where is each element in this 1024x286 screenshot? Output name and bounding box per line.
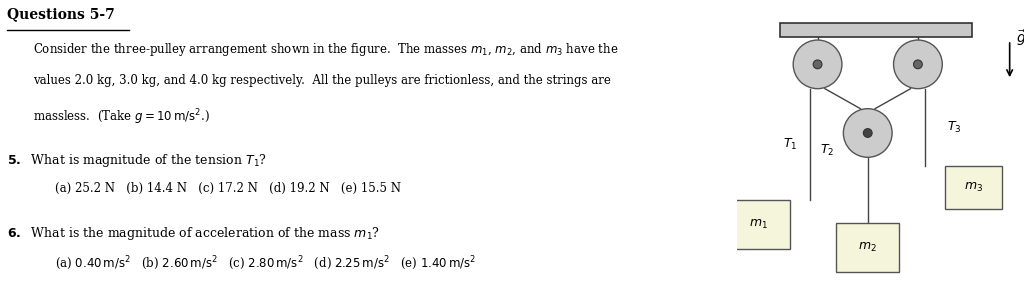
- Text: $T_3$: $T_3$: [946, 120, 962, 135]
- Circle shape: [863, 129, 872, 137]
- Bar: [837, 223, 899, 272]
- Text: $\mathbf{6.}$  What is the magnitude of acceleration of the mass $m_1$?: $\mathbf{6.}$ What is the magnitude of a…: [7, 225, 381, 241]
- Circle shape: [894, 40, 942, 89]
- Text: Questions 5-7: Questions 5-7: [7, 7, 115, 21]
- Text: $m_3$: $m_3$: [965, 181, 983, 194]
- Bar: [780, 23, 973, 37]
- Bar: [945, 166, 1002, 209]
- Text: Consider the three-pulley arrangement shown in the figure.  The masses $m_1$, $m: Consider the three-pulley arrangement sh…: [33, 41, 618, 58]
- Text: massless.  (Take $g = 10\,\mathrm{m/s^2}$.): massless. (Take $g = 10\,\mathrm{m/s^2}$…: [33, 107, 210, 127]
- Circle shape: [794, 40, 842, 89]
- Circle shape: [913, 60, 923, 69]
- Text: (a) $0.40\,\mathrm{m/s^2}$   (b) $2.60\,\mathrm{m/s^2}$   (c) $2.80\,\mathrm{m/s: (a) $0.40\,\mathrm{m/s^2}$ (b) $2.60\,\m…: [55, 255, 476, 272]
- Circle shape: [844, 109, 892, 157]
- Text: $T_1$: $T_1$: [783, 137, 798, 152]
- Bar: [727, 200, 791, 249]
- Text: values 2.0 kg, 3.0 kg, and 4.0 kg respectively.  All the pulleys are frictionles: values 2.0 kg, 3.0 kg, and 4.0 kg respec…: [33, 74, 611, 87]
- Text: $\mathbf{5.}$  What is magnitude of the tension $T_1$?: $\mathbf{5.}$ What is magnitude of the t…: [7, 152, 267, 168]
- Circle shape: [813, 60, 822, 69]
- Text: $\vec{g}$: $\vec{g}$: [1016, 29, 1024, 48]
- Text: $m_1$: $m_1$: [750, 218, 768, 231]
- Text: (a) 25.2 N   (b) 14.4 N   (c) 17.2 N   (d) 19.2 N   (e) 15.5 N: (a) 25.2 N (b) 14.4 N (c) 17.2 N (d) 19.…: [55, 182, 401, 194]
- Text: $T_2$: $T_2$: [820, 143, 835, 158]
- Text: $m_2$: $m_2$: [858, 241, 878, 254]
